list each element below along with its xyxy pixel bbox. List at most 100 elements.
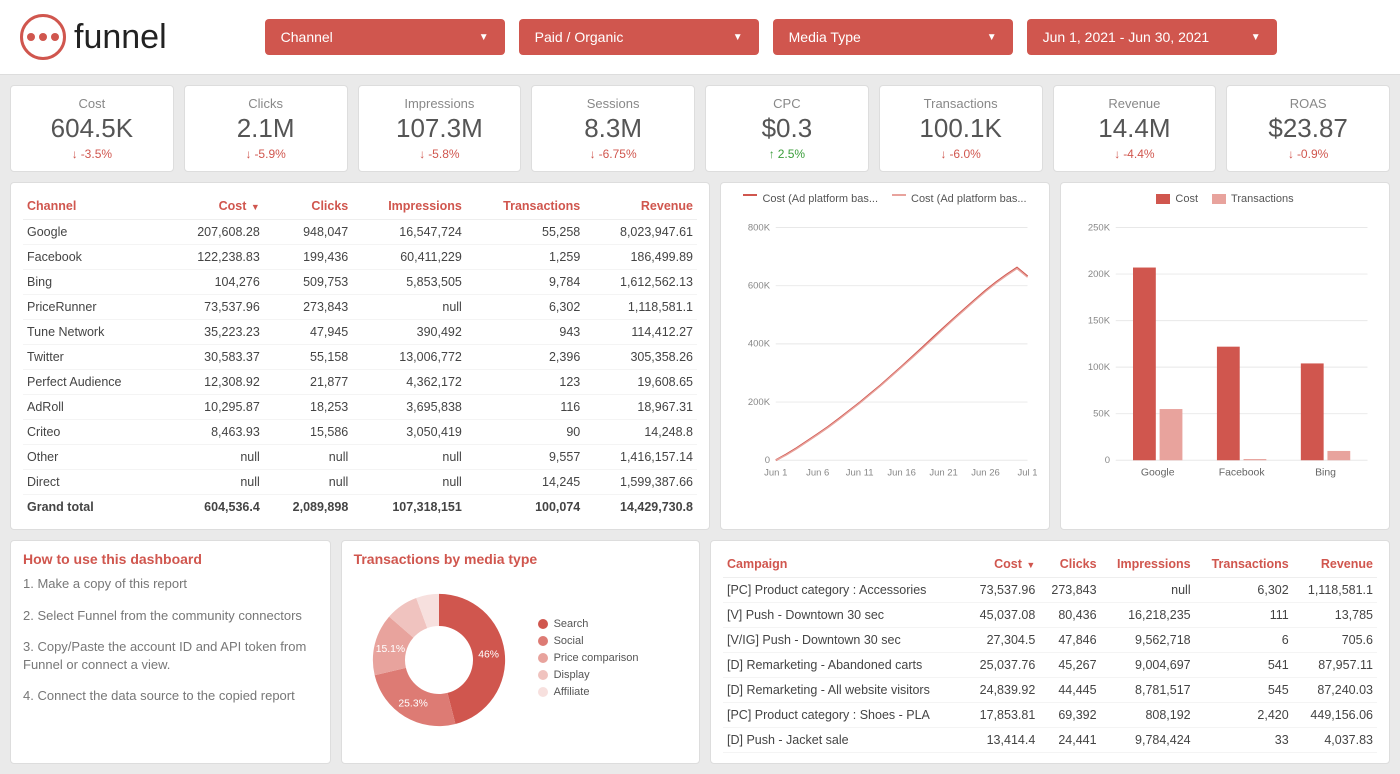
table-cell: 8,781,517	[1101, 678, 1195, 703]
table-cell: 273,843	[1039, 578, 1100, 603]
table-cell: null	[1101, 578, 1195, 603]
date-range-dropdown[interactable]: Jun 1, 2021 - Jun 30, 2021▼	[1027, 19, 1277, 55]
table-cell: 12,308.92	[166, 370, 264, 395]
table-cell: 35,223.23	[166, 320, 264, 345]
table-row[interactable]: AdRoll10,295.8718,2533,695,83811618,967.…	[23, 395, 697, 420]
kpi-card: Transactions 100.1K ↓ -6.0%	[879, 85, 1043, 172]
table-row[interactable]: Google207,608.28948,04716,547,72455,2588…	[23, 220, 697, 245]
svg-text:Jun 21: Jun 21	[929, 467, 958, 478]
campaign-table-card: CampaignCost ▼ClicksImpressionsTransacti…	[710, 540, 1390, 764]
table-header[interactable]: Channel	[23, 193, 166, 220]
kpi-delta: ↓ -5.8%	[419, 147, 459, 161]
bar-chart-card: CostTransactions 250K200K150K100K50K0Goo…	[1060, 182, 1390, 530]
table-cell: 30,583.37	[166, 345, 264, 370]
table-cell: null	[166, 445, 264, 470]
table-cell: AdRoll	[23, 395, 166, 420]
table-row[interactable]: [D] Remarketing - Abandoned carts25,037.…	[723, 653, 1377, 678]
table-header[interactable]: Clicks	[264, 193, 352, 220]
table-cell: 1,118,581.1	[1293, 578, 1377, 603]
table-header[interactable]: Cost ▼	[166, 193, 264, 220]
legend-item: Transactions	[1212, 193, 1294, 205]
channel-dropdown[interactable]: Channel▼	[265, 19, 505, 55]
media-type-dropdown[interactable]: Media Type▼	[773, 19, 1013, 55]
bar-chart-legend: CostTransactions	[1073, 193, 1377, 205]
table-cell: 13,785	[1293, 603, 1377, 628]
table-row[interactable]: [V] Push - Downtown 30 sec45,037.0880,43…	[723, 603, 1377, 628]
table-header[interactable]: Campaign	[723, 551, 966, 578]
table-cell: 943	[466, 320, 584, 345]
table-row[interactable]: Facebook122,238.83199,43660,411,2291,259…	[23, 245, 697, 270]
chevron-down-icon: ▼	[987, 32, 997, 43]
kpi-label: Clicks	[191, 96, 341, 111]
svg-text:400K: 400K	[748, 339, 771, 350]
svg-text:600K: 600K	[748, 281, 771, 292]
table-cell: 541	[1195, 653, 1293, 678]
table-cell: Criteo	[23, 420, 166, 445]
table-cell: 207,608.28	[166, 220, 264, 245]
table-row[interactable]: Directnullnullnull14,2451,599,387.66	[23, 470, 697, 495]
table-row[interactable]: [D] Push - Jacket sale13,414.424,4419,78…	[723, 728, 1377, 753]
svg-text:250K: 250K	[1088, 222, 1111, 233]
table-header[interactable]: Clicks	[1039, 551, 1100, 578]
kpi-label: CPC	[712, 96, 862, 111]
kpi-value: 8.3M	[538, 113, 688, 144]
table-cell: 21,877	[264, 370, 352, 395]
svg-text:50K: 50K	[1093, 409, 1111, 420]
table-row[interactable]: Twitter30,583.3755,15813,006,7722,396305…	[23, 345, 697, 370]
svg-text:150K: 150K	[1088, 315, 1111, 326]
table-cell: 8,463.93	[166, 420, 264, 445]
table-cell: 186,499.89	[584, 245, 697, 270]
table-cell: Google	[23, 220, 166, 245]
donut-card: Transactions by media type 46%25.3%15.1%…	[341, 540, 700, 764]
table-header[interactable]: Transactions	[1195, 551, 1293, 578]
table-cell: 1,416,157.14	[584, 445, 697, 470]
table-cell: 111	[1195, 603, 1293, 628]
table-cell: [PC] Product category : Accessories	[723, 578, 966, 603]
table-row[interactable]: Tune Network35,223.2347,945390,492943114…	[23, 320, 697, 345]
table-row[interactable]: Bing104,276509,7535,853,5059,7841,612,56…	[23, 270, 697, 295]
table-cell: 509,753	[264, 270, 352, 295]
svg-text:Jun 6: Jun 6	[806, 467, 829, 478]
table-row[interactable]: [PC] Product category : Shoes - PLA17,85…	[723, 703, 1377, 728]
table-row[interactable]: [PC] Product category : Accessories73,53…	[723, 578, 1377, 603]
header: funnel Channel▼ Paid / Organic▼ Media Ty…	[0, 0, 1400, 75]
table-cell: 9,004,697	[1101, 653, 1195, 678]
funnel-logo-icon	[20, 14, 66, 60]
howto-steps: 1. Make a copy of this report2. Select F…	[23, 575, 318, 705]
chevron-down-icon: ▼	[479, 32, 489, 43]
table-cell: 116	[466, 395, 584, 420]
table-cell: Twitter	[23, 345, 166, 370]
table-row[interactable]: Perfect Audience12,308.9221,8774,362,172…	[23, 370, 697, 395]
table-row[interactable]: [D] Remarketing - All website visitors24…	[723, 678, 1377, 703]
svg-text:Google: Google	[1141, 467, 1175, 478]
table-header[interactable]: Impressions	[352, 193, 466, 220]
table-header[interactable]: Revenue	[1293, 551, 1377, 578]
table-cell: null	[352, 445, 466, 470]
table-cell: 6	[1195, 628, 1293, 653]
table-cell: null	[352, 470, 466, 495]
donut-title: Transactions by media type	[354, 551, 687, 567]
table-row[interactable]: Othernullnullnull9,5571,416,157.14	[23, 445, 697, 470]
table-cell: 13,414.4	[966, 728, 1039, 753]
table-header[interactable]: Impressions	[1101, 551, 1195, 578]
table-header[interactable]: Cost ▼	[966, 551, 1039, 578]
table-cell: 2,089,898	[264, 495, 352, 520]
table-cell: 123	[466, 370, 584, 395]
table-row[interactable]: [V/IG] Push - Downtown 30 sec27,304.547,…	[723, 628, 1377, 653]
table-cell: 199,436	[264, 245, 352, 270]
howto-title: How to use this dashboard	[23, 551, 318, 567]
paid-organic-dropdown[interactable]: Paid / Organic▼	[519, 19, 759, 55]
table-header[interactable]: Revenue	[584, 193, 697, 220]
svg-text:Jul 1: Jul 1	[1017, 467, 1037, 478]
table-row[interactable]: Criteo8,463.9315,5863,050,4199014,248.8	[23, 420, 697, 445]
table-cell: 114,412.27	[584, 320, 697, 345]
table-header[interactable]: Transactions	[466, 193, 584, 220]
table-cell: 449,156.06	[1293, 703, 1377, 728]
channel-table: ChannelCost ▼ClicksImpressionsTransactio…	[23, 193, 697, 519]
legend-item: Cost (Ad platform bas...	[892, 193, 1027, 205]
kpi-label: Sessions	[538, 96, 688, 111]
howto-step: 2. Select Funnel from the community conn…	[23, 607, 318, 625]
table-cell: 24,839.92	[966, 678, 1039, 703]
table-cell: 60,411,229	[352, 245, 466, 270]
table-row[interactable]: PriceRunner73,537.96273,843null6,3021,11…	[23, 295, 697, 320]
